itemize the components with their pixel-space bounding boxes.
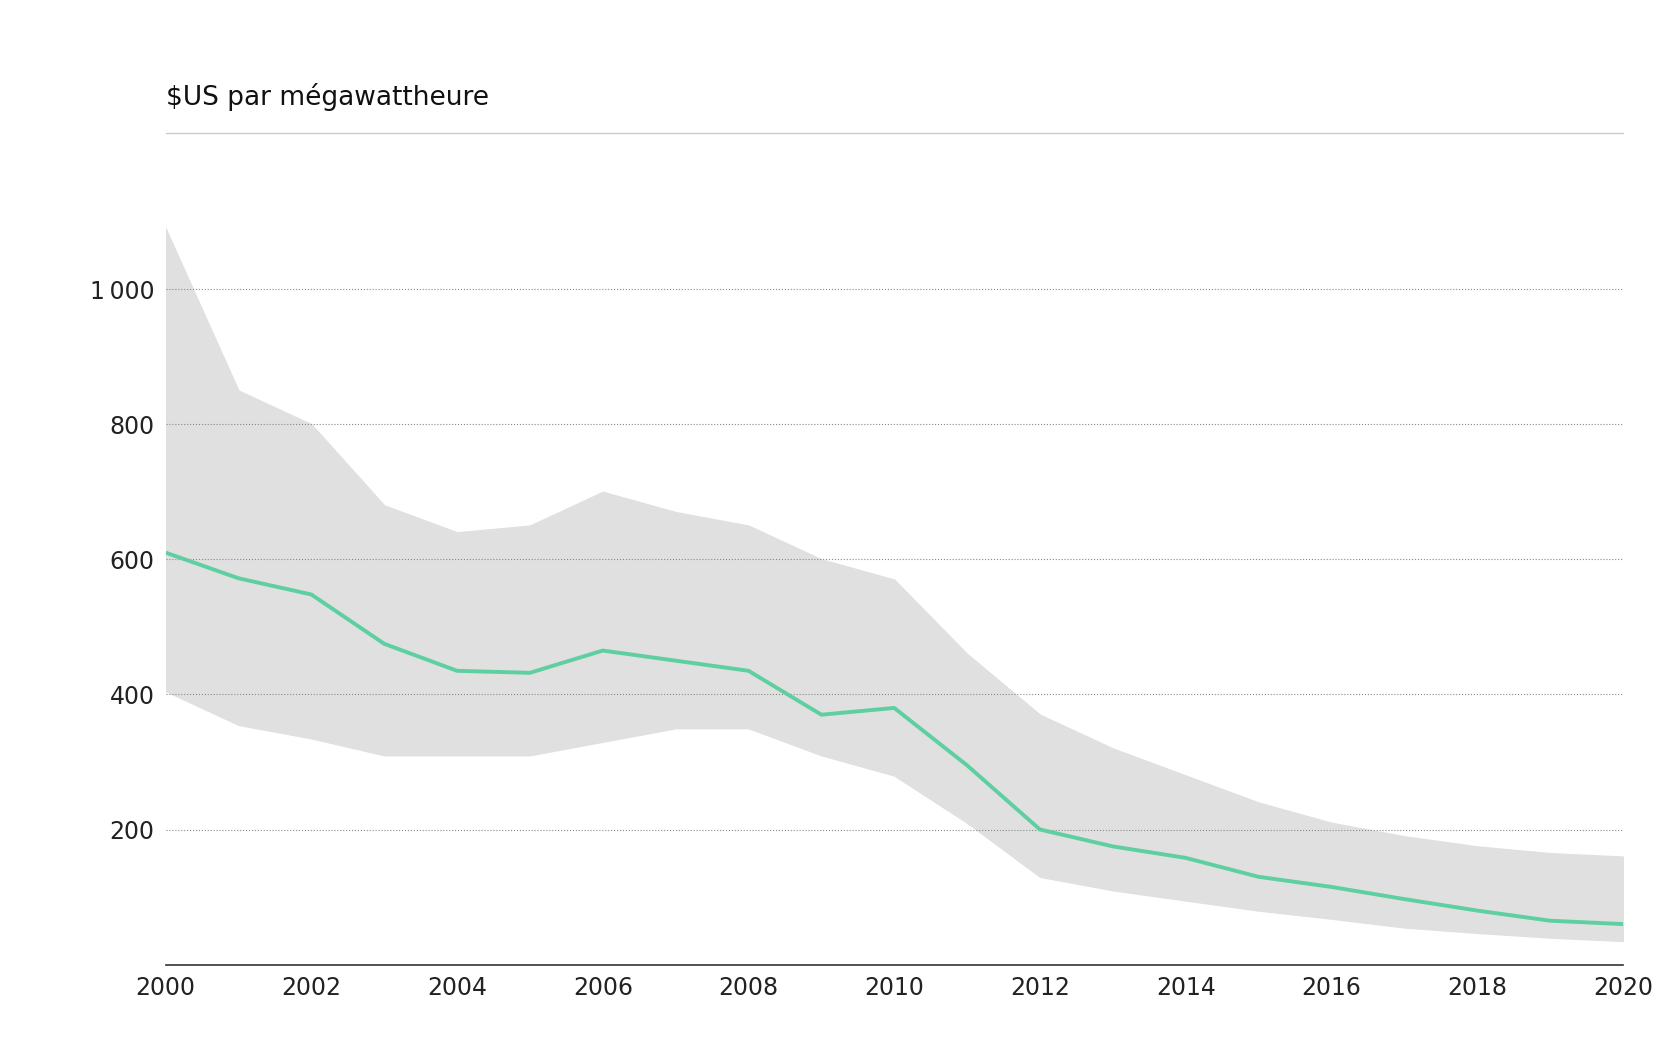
Text: $US par mégawattheure: $US par mégawattheure xyxy=(166,84,488,111)
